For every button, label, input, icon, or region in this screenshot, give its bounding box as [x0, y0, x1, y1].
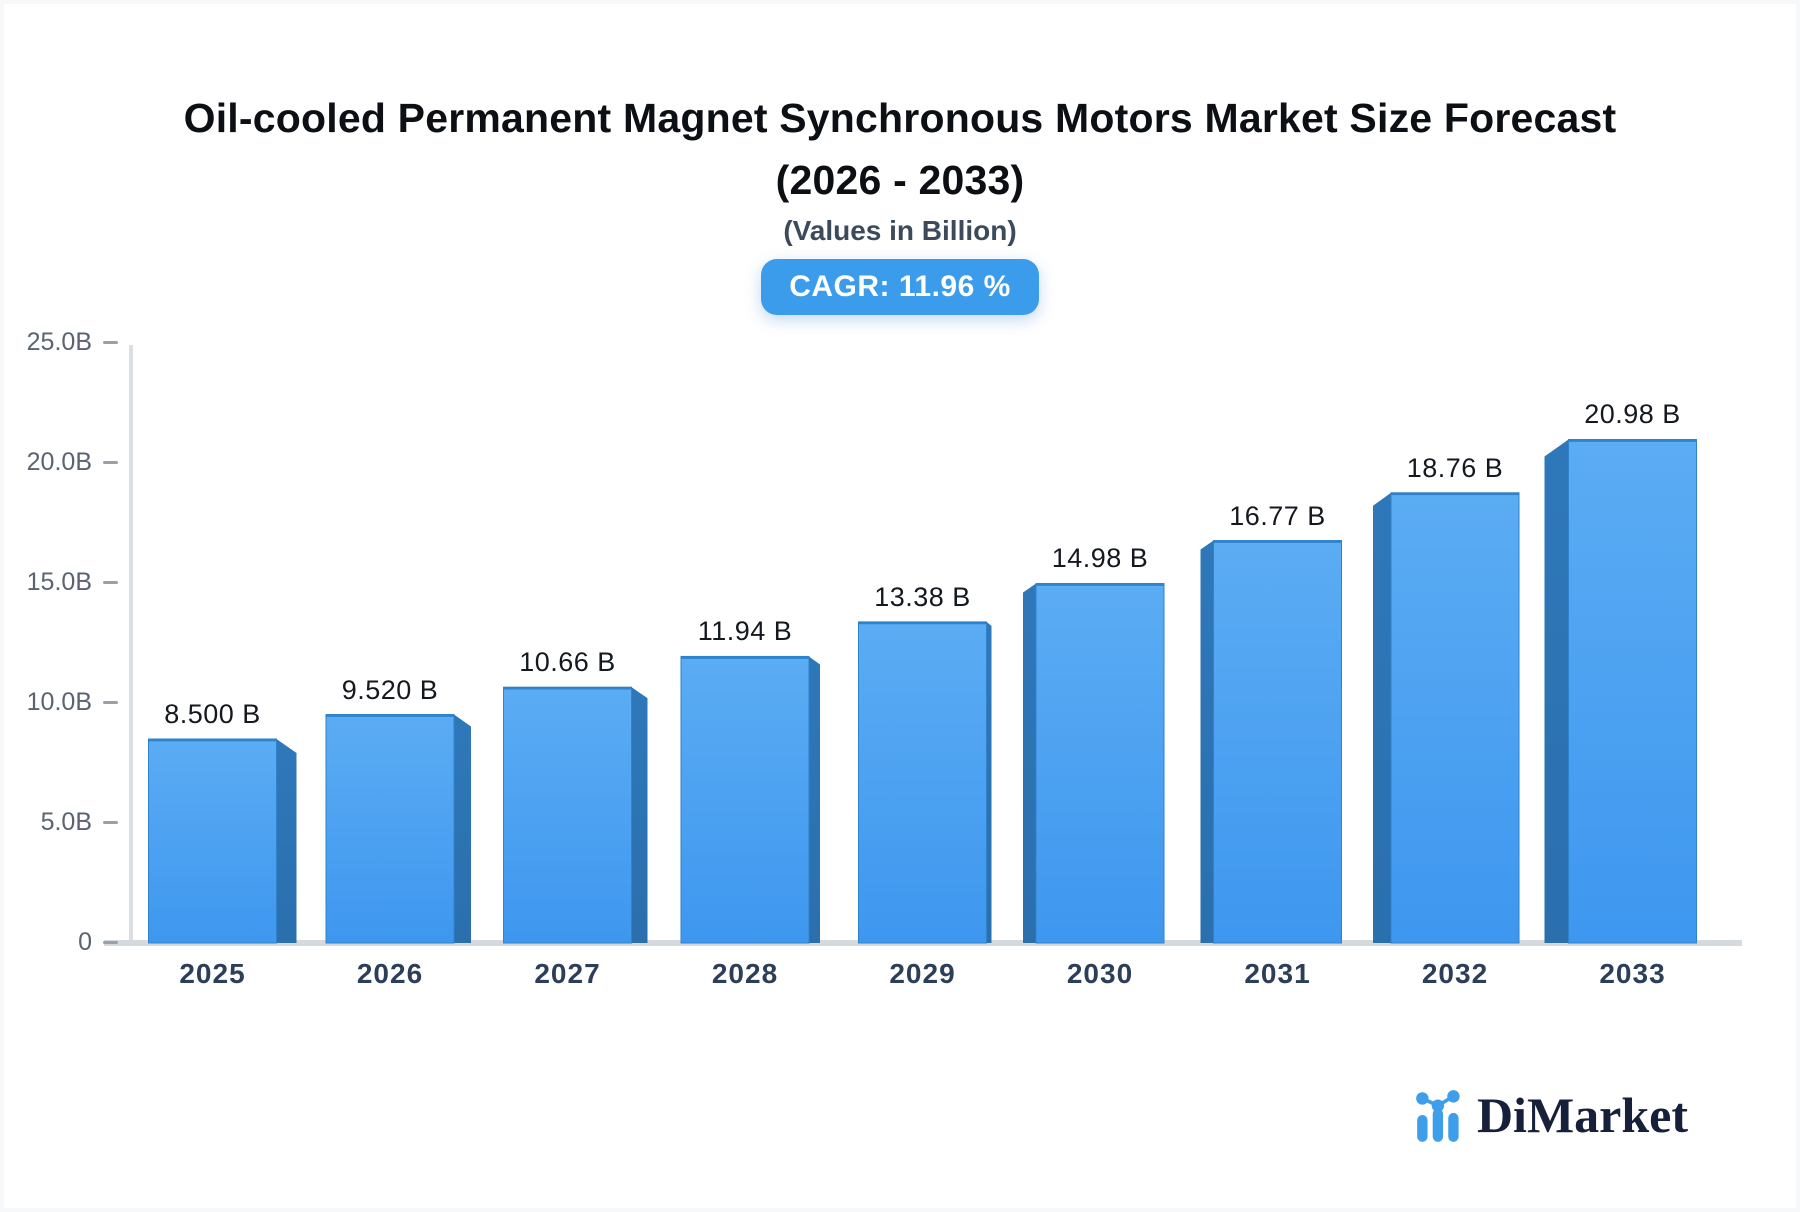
bar-value-label: 10.66 B [519, 647, 616, 678]
bar-side-face [1200, 540, 1214, 943]
x-axis-tick-label: 2030 [1066, 958, 1134, 989]
bar-side-face [1373, 492, 1391, 943]
chart-title: Oil-cooled Permanent Magnet Synchronous … [183, 95, 1617, 203]
y-axis-tick-mark [103, 941, 118, 944]
bar-2032[interactable] [1373, 492, 1520, 944]
bar-value-label: 8.500 B [164, 699, 261, 729]
bar-value-label: 14.98 B [1051, 543, 1149, 574]
bar-value-label: 13.38 B [874, 581, 971, 612]
bar-chart-logo-icon [1416, 1090, 1460, 1142]
bar-side-face [631, 687, 648, 943]
bar-front-face [148, 738, 277, 944]
chart-subtitle: (Values in Billion) [783, 215, 1017, 246]
bar-2030[interactable] [1023, 582, 1165, 944]
y-axis-tick-label: 25.0B [26, 328, 92, 356]
bar-side-face [276, 739, 297, 943]
bar-side-face [809, 656, 820, 943]
y-axis-tick-mark [103, 341, 118, 344]
x-axis-tick-label: 2029 [889, 958, 956, 989]
bar-value-label: 11.94 B [697, 616, 793, 647]
y-axis-tick-label: 5.0B [40, 808, 92, 836]
y-axis-tick-mark [103, 461, 118, 464]
y-axis-line [129, 345, 133, 943]
bar-2031[interactable] [1200, 540, 1342, 944]
bar-2025[interactable] [148, 738, 297, 944]
bar-2026[interactable] [325, 714, 471, 944]
x-axis-tick-label: 2026 [356, 958, 424, 989]
bar-2028[interactable] [680, 655, 820, 944]
x-axis-tick-label: 2032 [1421, 958, 1489, 989]
bar-side-face [986, 621, 992, 943]
bar-value-label: 16.77 B [1229, 500, 1326, 531]
x-axis-tick-label: 2027 [534, 958, 601, 989]
bar-value-label: 9.520 B [341, 674, 439, 705]
bar-front-face [325, 714, 455, 944]
bar-2033[interactable] [1544, 438, 1697, 944]
chart-header: Oil-cooled Permanent Magnet Synchronous … [0, 88, 1800, 315]
y-axis-tick-mark [103, 701, 118, 704]
x-axis-tick-label: 2028 [711, 958, 779, 989]
brand-name: DiMarket [1476, 1087, 1688, 1143]
bar-value-label: 20.98 B [1584, 399, 1681, 430]
bar-value-label: 18.76 B [1406, 452, 1504, 483]
cagr-badge: CAGR: 11.96 % [761, 259, 1039, 315]
bar-front-face [503, 686, 632, 944]
x-axis-tick-label: 2031 [1244, 958, 1311, 989]
y-axis-tick-mark [103, 581, 118, 584]
bar-front-face [680, 655, 810, 944]
bar-side-face [1023, 583, 1036, 943]
bar-side-face [454, 714, 471, 943]
y-axis-tick-label: 0 [78, 928, 92, 956]
x-axis-tick-label: 2025 [179, 958, 246, 989]
y-axis-tick-label: 10.0B [26, 688, 92, 716]
bar-2027[interactable] [503, 686, 648, 944]
bar-front-face [1035, 582, 1165, 944]
brand-logo: DiMarket [1415, 1086, 1688, 1144]
bar-front-face [1213, 540, 1342, 944]
x-axis-tick-label: 2033 [1599, 958, 1666, 989]
bar-front-face [1568, 438, 1697, 944]
bar-side-face [1544, 439, 1569, 943]
bar-2029[interactable] [858, 621, 992, 944]
y-axis-tick-mark [103, 821, 118, 824]
y-axis-tick-label: 20.0B [26, 448, 92, 476]
bar-front-face [858, 621, 987, 944]
y-axis-tick-label: 15.0B [26, 568, 92, 596]
